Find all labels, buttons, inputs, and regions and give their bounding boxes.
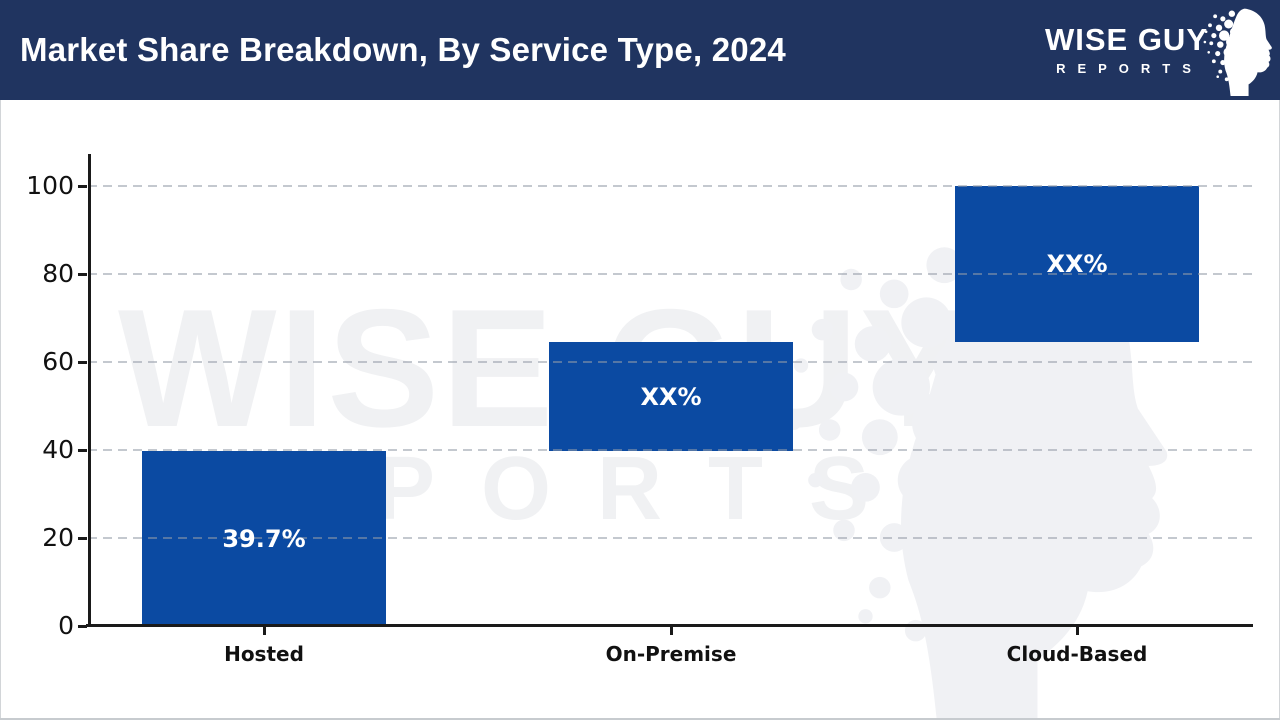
gridline xyxy=(88,273,1253,275)
y-tick-mark xyxy=(78,361,87,364)
chart-region: WISE GUY REPORTS 39.7% Hosted XX% On-Premis… xyxy=(0,100,1280,720)
gridline xyxy=(88,361,1253,363)
logo-wordmark: WISE GUY REPORTS xyxy=(1044,22,1208,77)
frame-border-bottom xyxy=(0,718,1280,720)
frame-border-left xyxy=(0,100,1,720)
y-tick-label: 0 xyxy=(58,611,74,640)
bar-value-label: XX% xyxy=(640,382,702,411)
bar-value-label: XX% xyxy=(1046,250,1108,279)
bar: XX% xyxy=(549,342,793,452)
logo-wordmark-line2: REPORTS xyxy=(1056,61,1203,76)
watermark-head-icon xyxy=(786,236,1168,720)
gridline xyxy=(88,185,1253,187)
y-tick-label: 20 xyxy=(42,523,74,552)
y-tick-mark xyxy=(78,449,87,452)
x-axis-line xyxy=(86,623,1253,627)
gridline xyxy=(88,537,1253,539)
y-tick-mark xyxy=(78,537,87,540)
x-tick-mark xyxy=(1076,626,1079,635)
y-tick-mark xyxy=(78,625,87,628)
brand-logo: WISE GUY REPORTS xyxy=(1020,0,1272,100)
y-tick-label: 80 xyxy=(42,259,74,288)
app-header: Market Share Breakdown, By Service Type,… xyxy=(0,0,1280,100)
y-tick-label: 60 xyxy=(42,347,74,376)
y-tick-mark xyxy=(78,273,87,276)
page-title: Market Share Breakdown, By Service Type,… xyxy=(20,31,786,68)
x-tick-mark xyxy=(670,626,673,635)
bar-value-label: 39.7% xyxy=(222,524,306,553)
bar: XX% xyxy=(955,186,1199,343)
y-axis-spine xyxy=(88,154,91,626)
x-tick-mark xyxy=(263,626,266,635)
x-category-label: Hosted xyxy=(224,642,304,666)
y-tick-mark xyxy=(78,185,87,188)
logo-head-icon xyxy=(1203,8,1272,96)
x-category-label: Cloud-Based xyxy=(1006,642,1148,666)
logo-wordmark-line1: WISE GUY xyxy=(1044,22,1208,57)
plot-area: 39.7% Hosted XX% On-Premise XX% Cloud-Based 0 2… xyxy=(26,150,1253,666)
y-tick-label: 40 xyxy=(42,435,74,464)
x-category-label: On-Premise xyxy=(605,642,737,666)
gridline xyxy=(88,449,1253,451)
y-tick-label: 100 xyxy=(26,171,74,200)
